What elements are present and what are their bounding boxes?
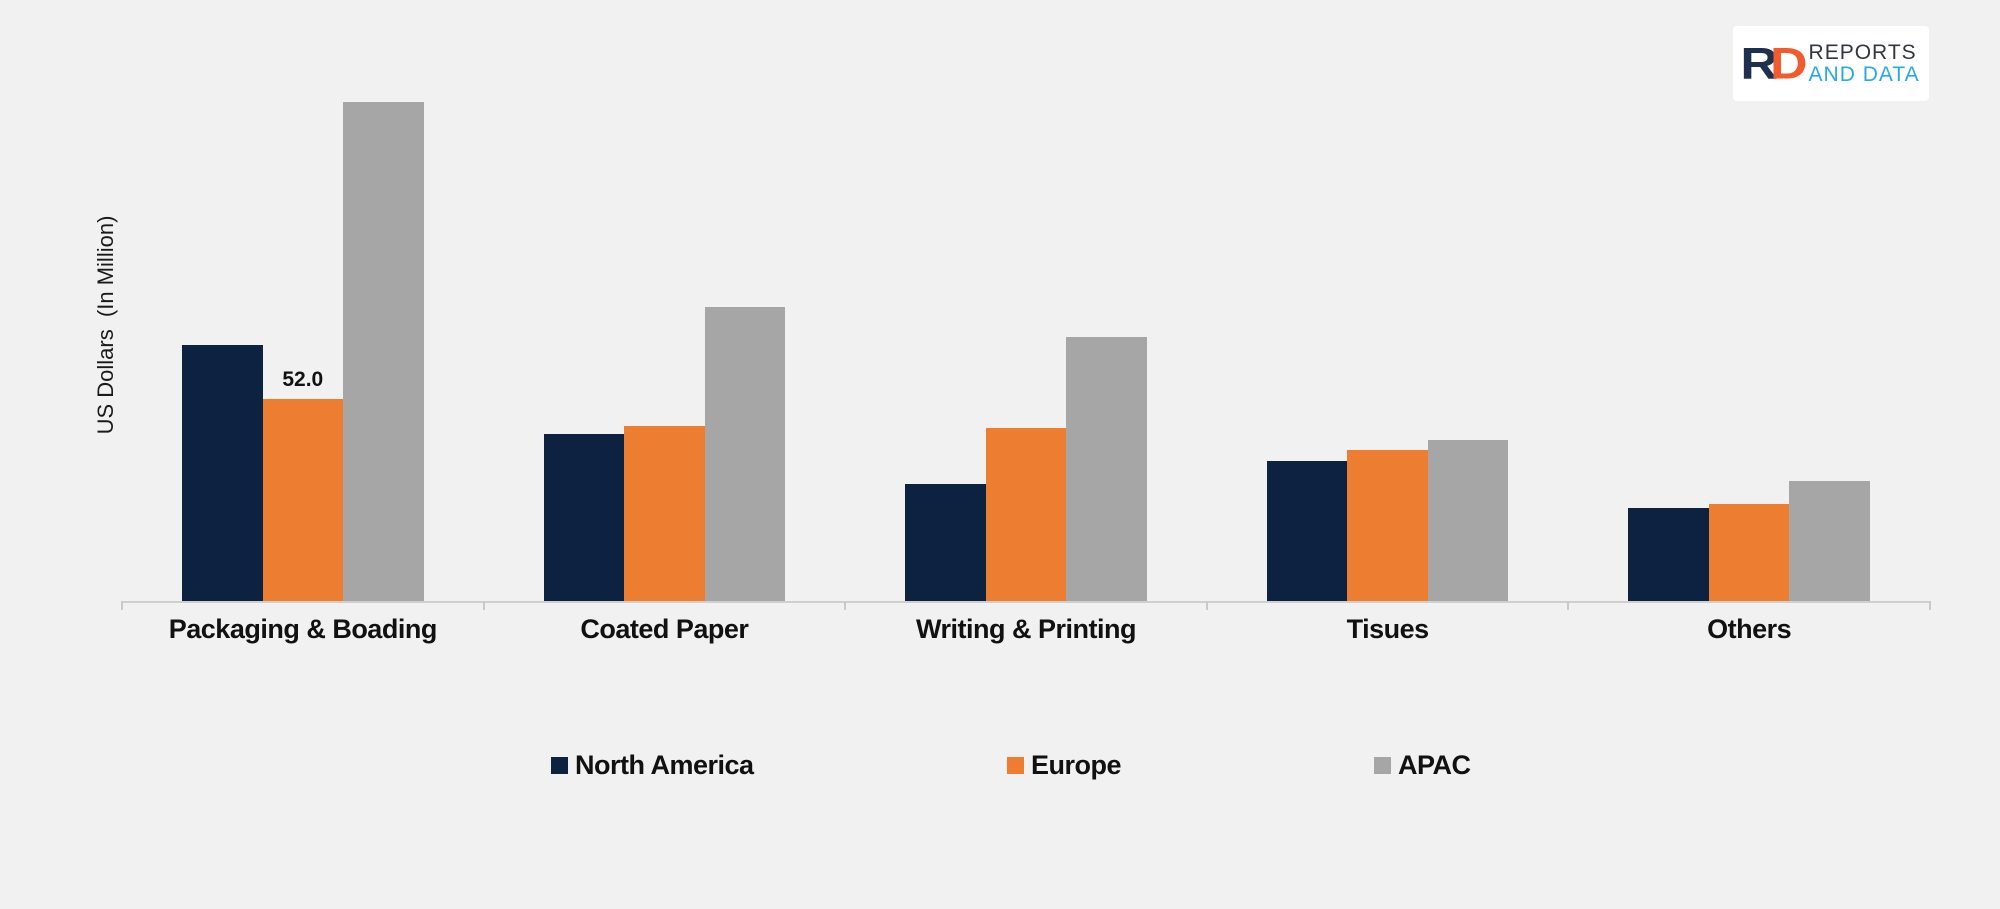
logo-rd-monogram-icon: R D	[1740, 38, 1807, 90]
x-axis-label: Tisues	[1346, 614, 1430, 644]
legend-swatch-icon	[1374, 757, 1391, 774]
y-axis-title: US Dollars (In Million)	[93, 215, 118, 435]
bar-north-america	[905, 484, 986, 601]
reports-and-data-logo: R D REPORTS AND DATA	[1733, 26, 1929, 101]
legend-swatch-icon	[551, 757, 568, 774]
bar-apac	[704, 306, 786, 601]
bar-europe	[985, 428, 1067, 601]
bar-apac	[1427, 439, 1509, 601]
x-axis-label: Packaging & Boading	[168, 614, 438, 644]
bar-apac	[343, 101, 424, 601]
legend-label: North America	[575, 750, 754, 780]
legend-label: APAC	[1398, 750, 1471, 780]
bar-value-label: 52.0	[282, 368, 324, 391]
x-axis-tick	[482, 601, 485, 610]
legend-item-apac: APAC	[1374, 750, 1471, 781]
legend-item-north-america: North America	[551, 750, 754, 781]
x-axis-tick	[1567, 601, 1570, 610]
bar-north-america	[543, 433, 625, 601]
legend-label: Europe	[1031, 750, 1122, 780]
bar-europe	[262, 399, 344, 601]
x-axis-tick	[121, 601, 123, 610]
x-axis-line	[122, 601, 1930, 603]
bar-north-america	[182, 344, 263, 601]
bar-europe	[1347, 449, 1428, 601]
x-axis-label: Coated Paper	[580, 614, 749, 644]
x-axis-tick	[1929, 601, 1931, 610]
logo-wordmark: REPORTS AND DATA	[1809, 42, 1922, 85]
bar-europe	[624, 426, 705, 601]
bar-north-america	[1628, 507, 1709, 601]
x-axis-tick	[1205, 601, 1208, 610]
legend-swatch-icon	[1007, 757, 1024, 774]
x-axis-label: Writing & Printing	[915, 614, 1136, 644]
logo-text-and-data: AND DATA	[1808, 62, 1920, 86]
bar-apac	[1789, 480, 1870, 601]
legend-item-europe: Europe	[1007, 750, 1122, 781]
logo-text-reports: REPORTS	[1808, 41, 1917, 65]
x-axis-label: Others	[1707, 614, 1792, 644]
bar-north-america	[1266, 461, 1348, 601]
logo-letter-r: R	[1740, 38, 1777, 89]
x-axis-tick	[844, 601, 847, 610]
logo-letter-d: D	[1769, 38, 1807, 89]
bar-europe	[1708, 503, 1790, 601]
bar-apac	[1066, 336, 1147, 601]
